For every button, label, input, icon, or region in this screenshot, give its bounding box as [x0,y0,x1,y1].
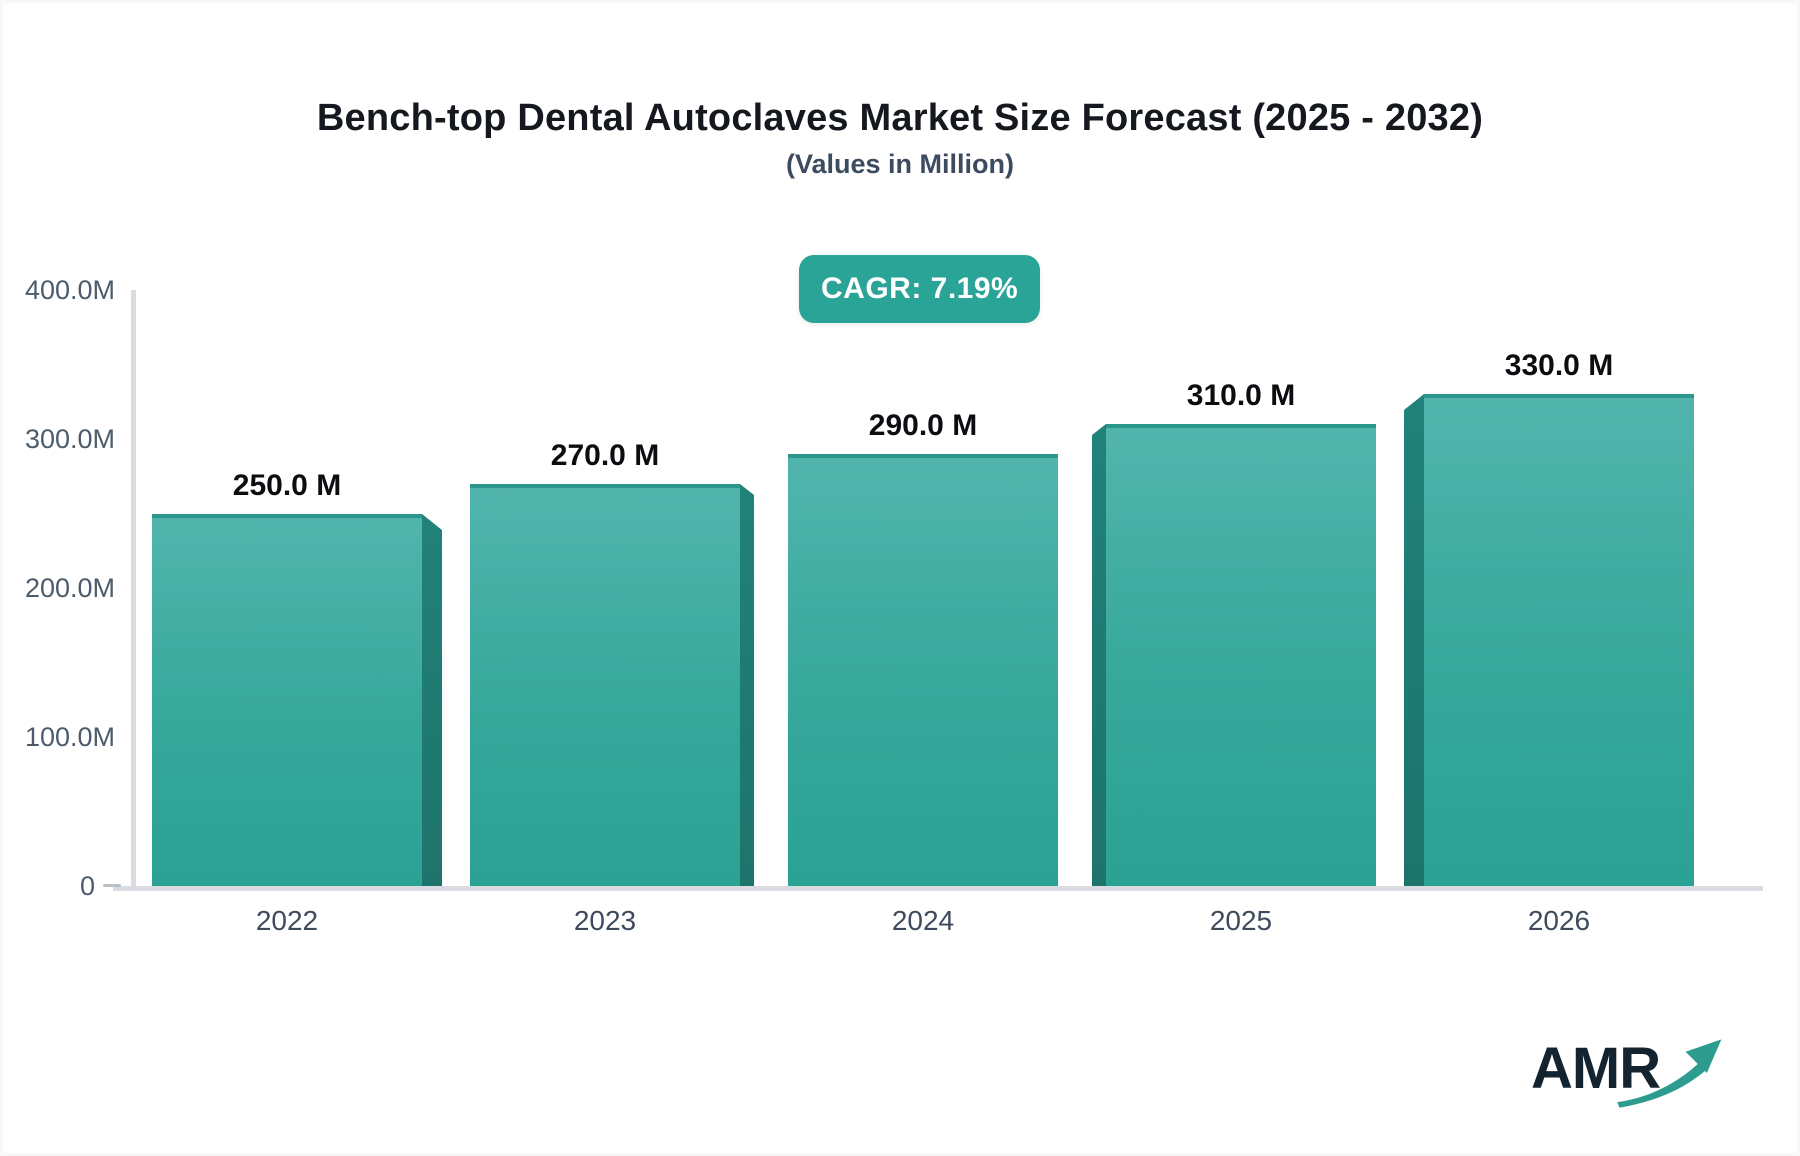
y-axis-label: 200.0M [24,573,115,603]
chart-subtitle: (Values in Million) [785,149,1015,179]
cagr-badge: CAGR: 7.19% [799,255,1041,323]
bar-2023[interactable] [470,484,740,886]
x-axis-label: 2025 [1209,905,1273,936]
bar-2026-side-face [1404,394,1424,886]
bar-value-label: 290.0 M [868,409,978,442]
x-axis-label: 2026 [1527,905,1591,936]
bar-value-label: 270.0 M [550,439,660,472]
growth-arrow-icon [1617,1039,1722,1108]
bar-2025[interactable] [1106,424,1376,886]
zero-tick-mark [103,884,121,887]
y-axis-label: 100.0M [24,722,115,752]
x-axis-label: 2023 [573,905,637,936]
bar-2022-side-face [422,514,442,886]
bar-value-label: 330.0 M [1504,349,1614,382]
x-axis-label: 2024 [891,905,955,936]
bar-2022[interactable] [152,514,422,886]
chart-card: Bench-top Dental Autoclaves Market Size … [3,3,1797,1153]
bar-2024[interactable] [788,454,1058,886]
bar-value-label: 250.0 M [232,469,342,502]
bar-2023-side-face [740,484,754,886]
x-axis-label: 2022 [255,905,319,936]
y-axis-label: 400.0M [24,275,115,305]
bar-2026[interactable] [1424,394,1694,886]
bar-value-label: 310.0 M [1186,379,1296,412]
amr-logo: AMR [1531,1029,1731,1119]
y-axis-label: 300.0M [24,424,115,454]
y-axis-line [131,290,136,891]
chart-title: Bench-top Dental Autoclaves Market Size … [316,97,1484,139]
bar-2025-side-face [1092,424,1106,886]
x-axis-line [113,886,1763,891]
y-axis-label: 0 [79,871,95,901]
amr-logo-text: AMR [1531,1036,1661,1101]
